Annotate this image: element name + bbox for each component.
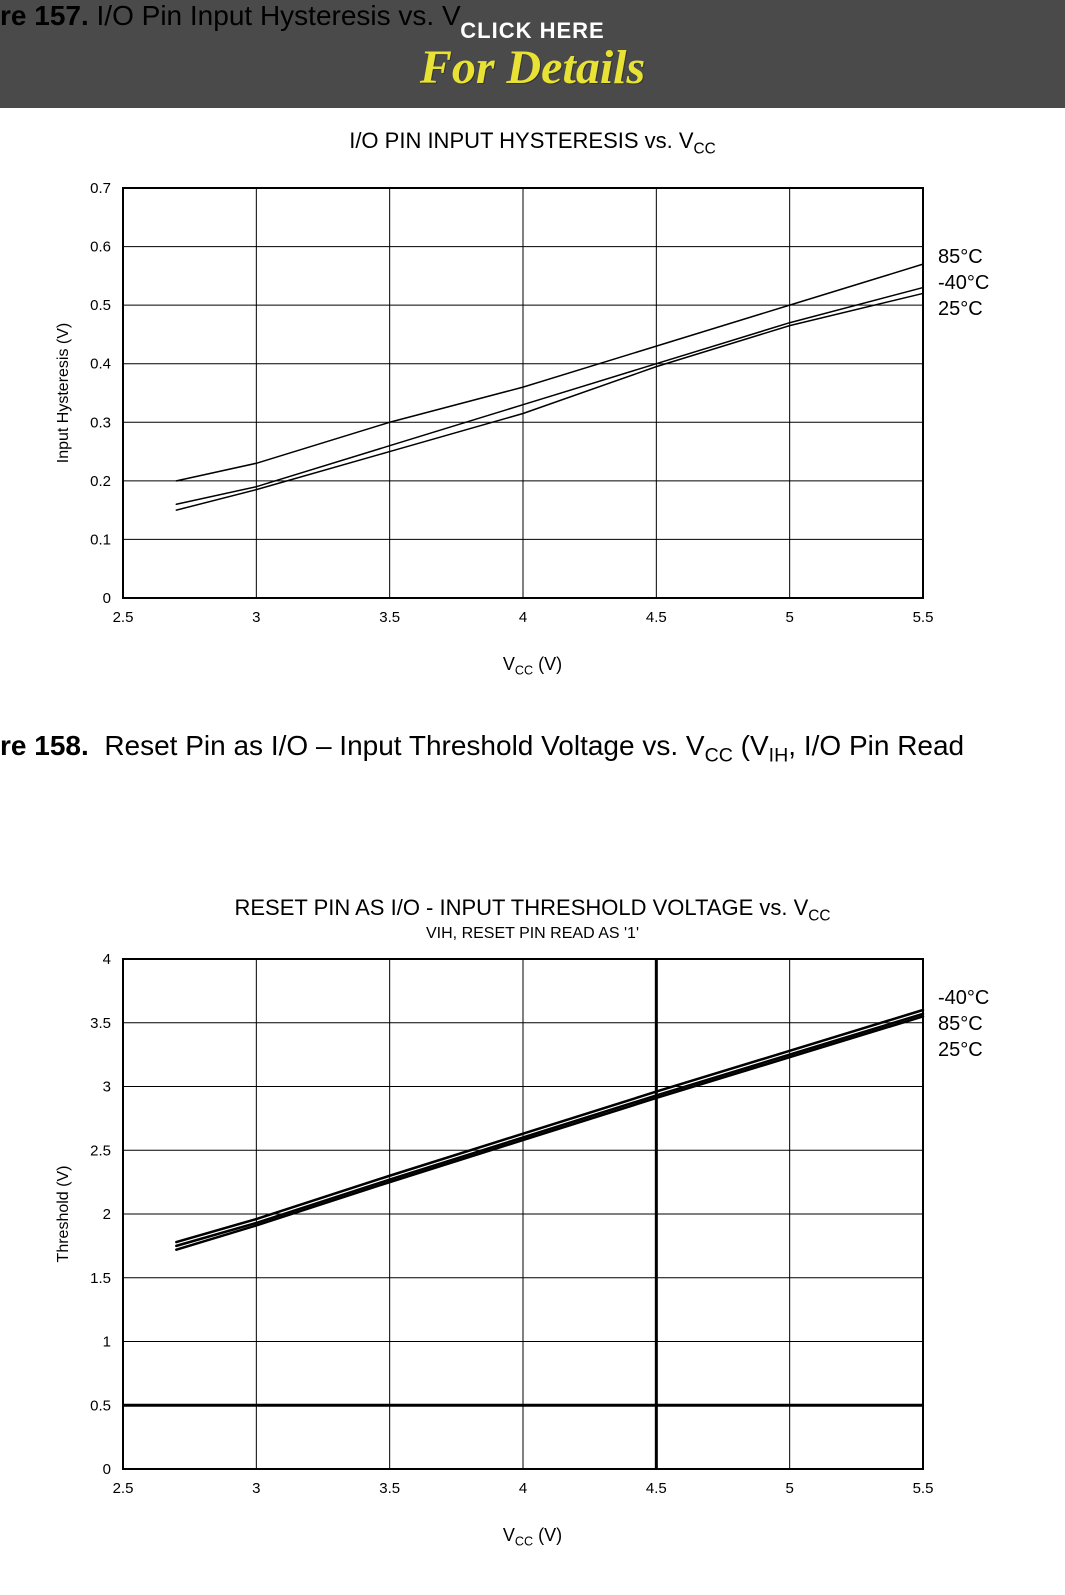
chart-158-title-text: RESET PIN AS I/O - INPUT THRESHOLD VOLTA… xyxy=(235,895,809,920)
chart-157-title: I/O PIN INPUT HYSTERESIS vs. VCC xyxy=(0,128,1065,158)
chart-157-plot: 2.5 3 3.5 4 4.5 5 5.5 0 0.1 0.2 0.3 0.4 0.5 0.6 0.7 Inp… xyxy=(33,178,1033,648)
svg-text:0.4: 0.4 xyxy=(90,356,111,373)
chart-158-title-sub: CC xyxy=(808,907,830,924)
svg-text:5.5: 5.5 xyxy=(912,1480,933,1497)
page: re 157. I/O Pin Input Hysteresis vs. V C… xyxy=(0,0,1065,1595)
chart-158-svg: 2.5 3 3.5 4 4.5 5 5.5 0 0.5 1 1.5 2 2.5 3 3.5 4 Threshol… xyxy=(33,949,1033,1519)
chart-158-wrap: RESET PIN AS I/O - INPUT THRESHOLD VOLTA… xyxy=(0,895,1065,1549)
figure-158-text-a: Reset Pin as I/O – Input Threshold Volta… xyxy=(104,730,704,761)
chart-158-xlabel-suffix: (V) xyxy=(533,1525,562,1545)
svg-text:1: 1 xyxy=(102,1334,110,1351)
svg-text:0.7: 0.7 xyxy=(90,180,111,197)
svg-text:25°C: 25°C xyxy=(938,298,983,320)
svg-text:85°C: 85°C xyxy=(938,246,983,268)
svg-text:3: 3 xyxy=(252,609,260,626)
chart-158-xlabel: VCC (V) xyxy=(0,1525,1065,1549)
svg-text:85°C: 85°C xyxy=(938,1013,983,1035)
svg-text:2.5: 2.5 xyxy=(112,609,133,626)
svg-text:4: 4 xyxy=(102,951,110,968)
chart-157-wrap: I/O PIN INPUT HYSTERESIS vs. VCC 2.533.5… xyxy=(0,128,1065,678)
svg-text:Threshold (V): Threshold (V) xyxy=(55,1166,72,1263)
svg-text:0.6: 0.6 xyxy=(90,239,111,256)
svg-text:4.5: 4.5 xyxy=(645,1480,666,1497)
chart-158-plot: 2.5 3 3.5 4 4.5 5 5.5 0 0.5 1 1.5 2 2.5 3 3.5 4 Threshol… xyxy=(33,949,1033,1519)
svg-text:25°C: 25°C xyxy=(938,1039,983,1061)
for-details-text[interactable]: For Details xyxy=(0,40,1065,95)
svg-text:1.5: 1.5 xyxy=(90,1270,111,1287)
chart-157-title-text: I/O PIN INPUT HYSTERESIS vs. V xyxy=(349,128,693,153)
chart-157-xlabel-sub: CC xyxy=(515,664,533,678)
svg-text:0: 0 xyxy=(102,590,110,607)
svg-text:0.3: 0.3 xyxy=(90,415,111,432)
svg-text:3: 3 xyxy=(102,1079,110,1096)
svg-text:3.5: 3.5 xyxy=(90,1015,111,1032)
svg-text:2: 2 xyxy=(102,1206,110,1223)
svg-text:4: 4 xyxy=(518,1480,526,1497)
chart-158-xlabel-sub: CC xyxy=(515,1535,533,1549)
figure-158-caption: re 158. Reset Pin as I/O – Input Thresho… xyxy=(0,730,964,768)
svg-text:3.5: 3.5 xyxy=(379,609,400,626)
chart-157-xlabel: VCC (V) xyxy=(0,654,1065,678)
chart-157-xlabel-text: V xyxy=(503,654,515,674)
svg-text:5: 5 xyxy=(785,609,793,626)
svg-text:0.2: 0.2 xyxy=(90,473,111,490)
svg-text:5.5: 5.5 xyxy=(912,609,933,626)
svg-text:-40°C: -40°C xyxy=(938,272,989,294)
svg-text:4: 4 xyxy=(518,609,526,626)
figure-158-text-c: , I/O Pin Read xyxy=(788,730,964,761)
svg-text:0.5: 0.5 xyxy=(90,298,111,315)
svg-text:0.5: 0.5 xyxy=(90,1398,111,1415)
svg-text:2.5: 2.5 xyxy=(112,1480,133,1497)
svg-text:0.1: 0.1 xyxy=(90,532,111,549)
chart-158-title: RESET PIN AS I/O - INPUT THRESHOLD VOLTA… xyxy=(0,895,1065,925)
svg-text:3: 3 xyxy=(252,1480,260,1497)
chart-157-title-sub: CC xyxy=(694,140,716,157)
svg-text:2.5: 2.5 xyxy=(90,1143,111,1160)
chart-158-xlabel-text: V xyxy=(503,1525,515,1545)
svg-text:Input Hysteresis (V): Input Hysteresis (V) xyxy=(55,323,72,463)
figure-158-sub2: IH xyxy=(769,745,789,767)
svg-text:-40°C: -40°C xyxy=(938,987,989,1009)
chart-157-xlabel-suffix: (V) xyxy=(533,654,562,674)
chart-158-subtitle: VIH, RESET PIN READ AS '1' xyxy=(0,925,1065,943)
svg-text:3.5: 3.5 xyxy=(379,1480,400,1497)
svg-text:5: 5 xyxy=(785,1480,793,1497)
figure-158-sub1: CC xyxy=(705,745,733,767)
figure-158-number: re 158. xyxy=(0,730,89,761)
svg-text:0: 0 xyxy=(102,1461,110,1478)
svg-text:4.5: 4.5 xyxy=(645,609,666,626)
chart-157-svg: 2.5 3 3.5 4 4.5 5 5.5 0 0.1 0.2 0.3 0.4 0.5 0.6 0.7 Inp… xyxy=(33,178,1033,648)
figure-158-text-b: (V xyxy=(733,730,769,761)
